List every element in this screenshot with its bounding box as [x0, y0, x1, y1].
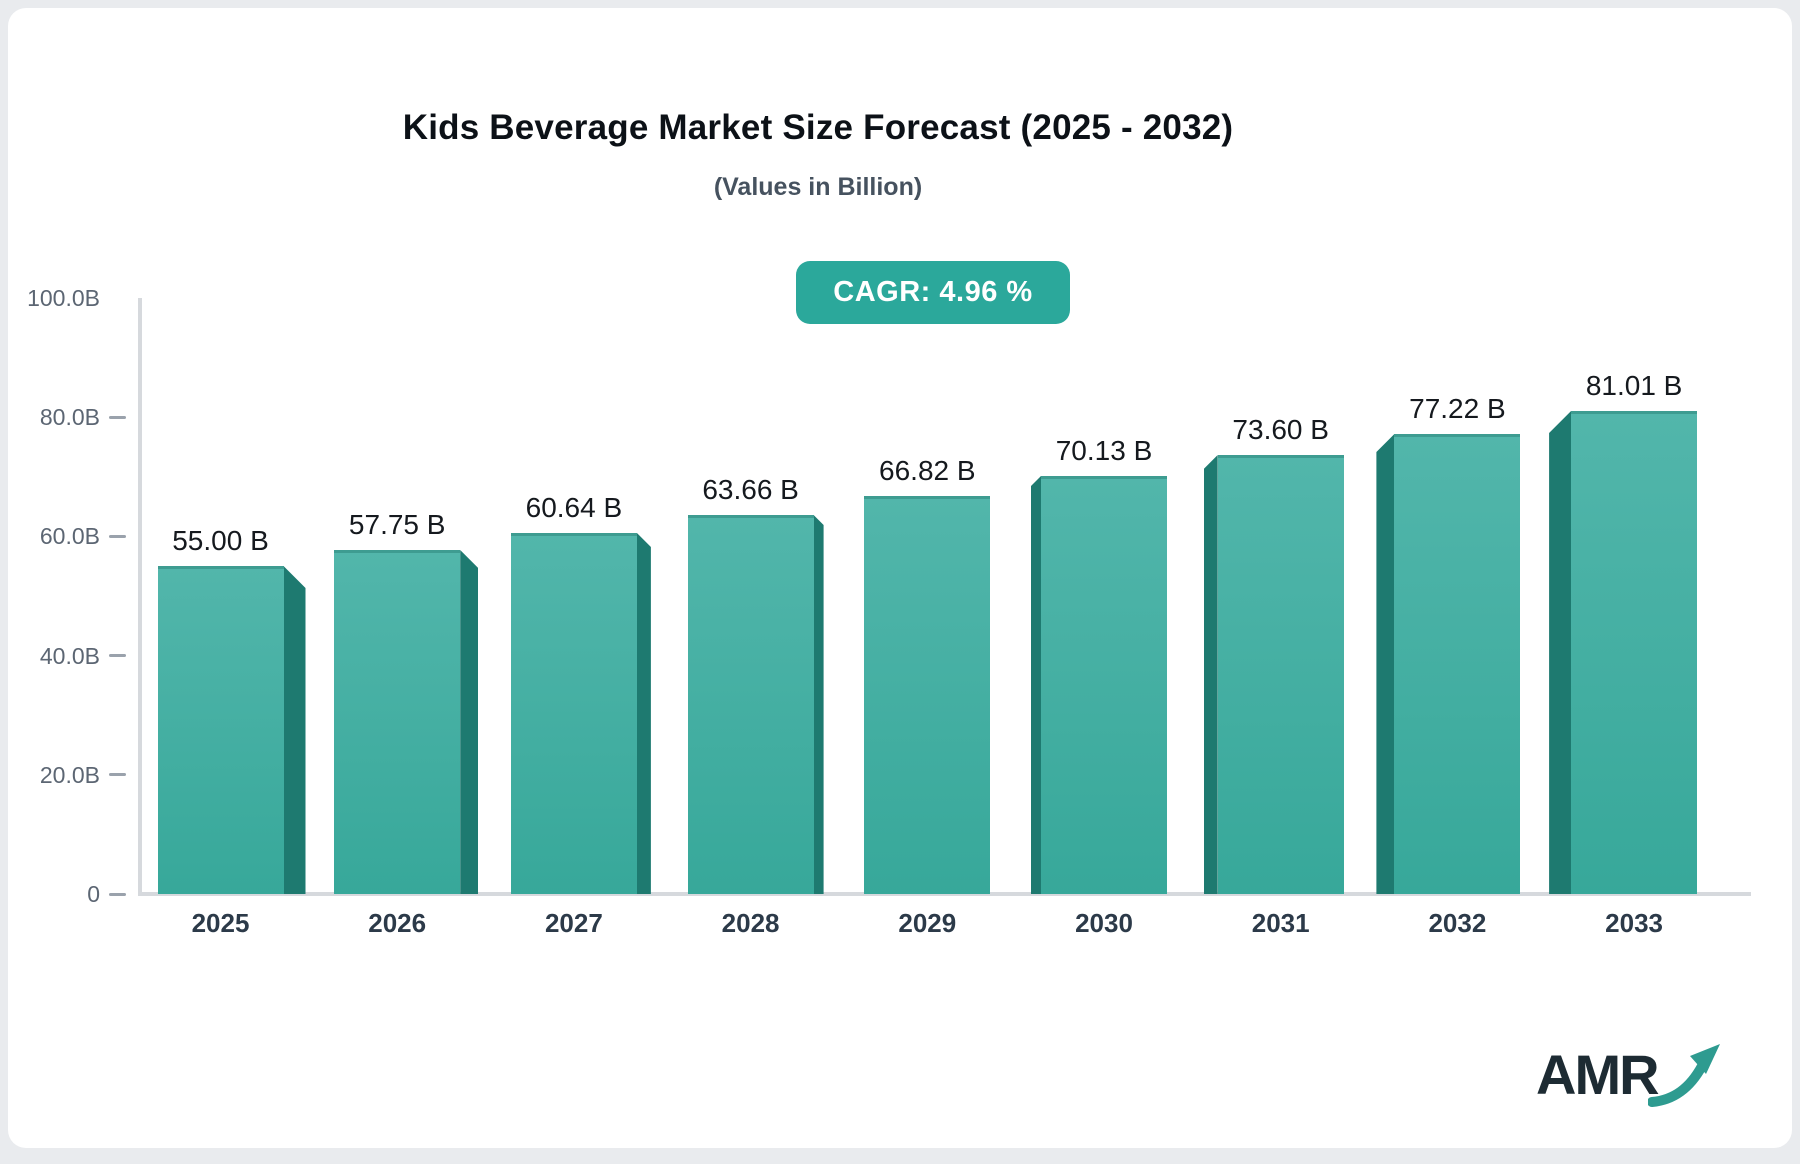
bar-value-label: 63.66 B: [702, 474, 799, 505]
y-axis-tick: [109, 534, 126, 538]
bar-2027-side: [636, 533, 651, 894]
bar-value-label: 70.13 B: [1055, 435, 1153, 466]
bar-2029: [864, 496, 991, 894]
bar-2030: [1041, 476, 1167, 894]
plot-area: 100.0B 80.0B 60.0B 40.0B 20.0B 0 55.00 B 2025 57…: [8, 8, 1800, 1164]
bar-value-label: 57.75 B: [348, 509, 446, 540]
bar-value-label: 77.22 B: [1409, 393, 1506, 424]
bar-2033-side: [1549, 411, 1572, 894]
bar-value-label: 66.82 B: [879, 455, 976, 486]
amr-logo: AMR: [1536, 1038, 1726, 1118]
y-axis-tick: [109, 654, 126, 658]
y-axis-tick: [109, 892, 126, 896]
x-axis-label: 2027: [544, 908, 603, 938]
bar-2031: [1217, 455, 1344, 894]
y-axis-tick: [109, 773, 126, 777]
bar-2026: [334, 550, 461, 894]
amr-logo-text: AMR: [1536, 1043, 1660, 1106]
y-axis-label: 60.0B: [39, 523, 100, 550]
x-axis-label: 2032: [1428, 908, 1487, 938]
bar-value-label: 55.00 B: [172, 525, 269, 556]
y-axis-line: [138, 298, 142, 896]
bar-2031-side: [1203, 455, 1218, 894]
bar-value-label: 73.60 B: [1232, 414, 1329, 445]
y-axis-label: 100.0B: [27, 285, 100, 311]
bar-2030-side: [1031, 476, 1041, 894]
x-axis-label: 2030: [1075, 908, 1133, 938]
x-axis-label: 2028: [721, 908, 780, 938]
chart-subtitle: (Values in Billion): [713, 173, 923, 201]
x-axis-label: 2029: [898, 908, 957, 938]
bar-2032-side: [1376, 434, 1395, 894]
cagr-badge-label: CAGR: 4.96 %: [833, 276, 1033, 308]
x-axis-label: 2033: [1605, 908, 1664, 938]
bar-2025-side: [283, 566, 306, 894]
bar-value-label: 60.64 B: [525, 492, 623, 523]
bar-2033: [1571, 411, 1698, 894]
y-axis-label: 0: [87, 881, 100, 907]
x-axis-label: 2026: [368, 908, 427, 938]
cagr-badge: CAGR: 4.96 %: [796, 261, 1070, 324]
y-axis-label: 40.0B: [39, 642, 100, 669]
y-axis-label: 80.0B: [39, 404, 100, 431]
chart-title: Kids Beverage Market Size Forecast (2025…: [402, 108, 1234, 147]
bar-2028: [687, 515, 814, 894]
y-axis-tick: [109, 415, 126, 419]
bar-2025: [157, 566, 284, 894]
chart-card: Kids Beverage Market Size Forecast (2025…: [8, 8, 1792, 1148]
bar-2026-side: [460, 550, 479, 894]
x-axis-label: 2025: [191, 908, 250, 938]
growth-arrow-icon: [1648, 1044, 1720, 1107]
y-axis-label: 20.0B: [39, 761, 100, 788]
bar-2027: [510, 533, 637, 894]
bar-2028-side: [813, 515, 824, 894]
x-axis-line: [138, 892, 1751, 896]
x-axis-label: 2031: [1251, 908, 1310, 938]
bar-value-label: 81.01 B: [1585, 370, 1683, 401]
bar-2032: [1394, 434, 1521, 894]
